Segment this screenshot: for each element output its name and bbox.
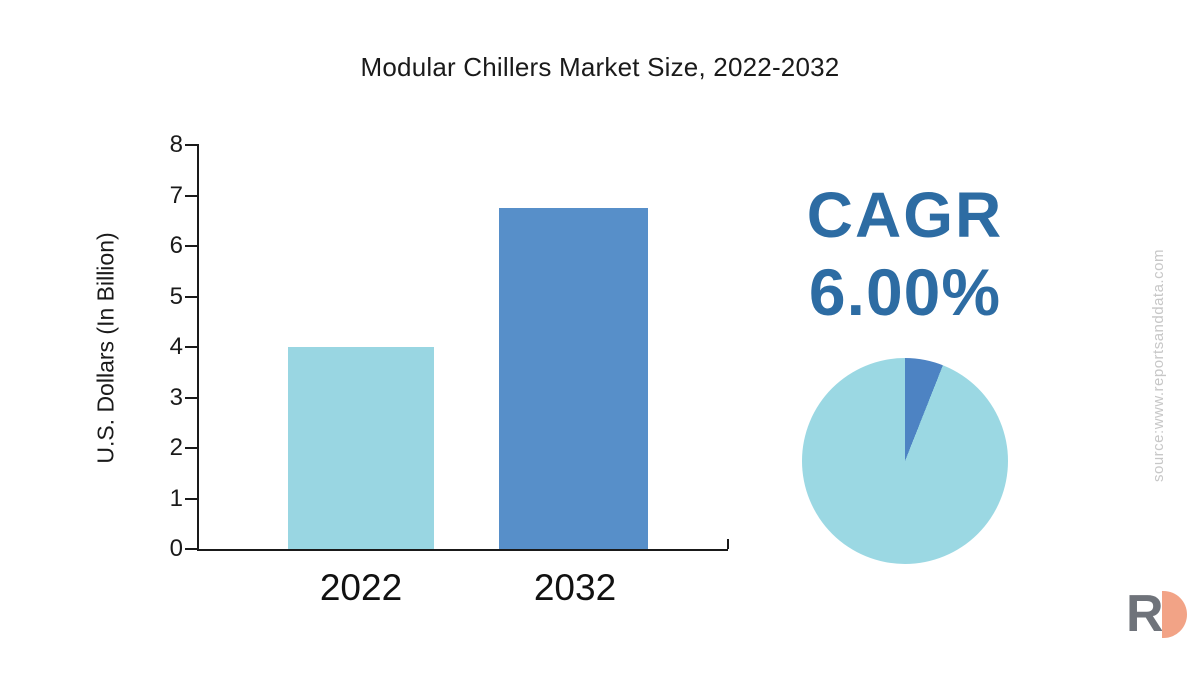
- y-axis-tick-label: 3: [169, 383, 183, 411]
- cagr-block: CAGR 6.00%: [807, 178, 1003, 331]
- y-axis-tick: [185, 497, 199, 500]
- cagr-pie-chart: [802, 358, 1008, 564]
- y-axis-tick-label: 5: [169, 282, 183, 310]
- y-axis-tick-label: 0: [169, 535, 183, 562]
- y-axis-tick: [185, 295, 199, 298]
- x-axis-label-2032: 2032: [533, 567, 617, 608]
- chart-title: Modular Chillers Market Size, 2022-2032: [360, 52, 840, 82]
- bar-2032: [499, 207, 648, 549]
- y-axis-tick: [185, 396, 199, 399]
- x-axis-label-2022: 2022: [319, 567, 403, 608]
- y-axis-tick: [185, 245, 199, 247]
- y-axis-tick-label: 2: [169, 434, 183, 461]
- y-axis-tick-label: 1: [169, 484, 183, 512]
- y-axis-tick: [185, 194, 199, 197]
- cagr-label: CAGR: [806, 179, 1004, 251]
- plot-area: 0 1 2 3 4 5 6 7 8 2022 2032: [170, 131, 729, 608]
- x-axis-end-tick: [727, 539, 729, 549]
- y-axis-tick: [185, 346, 199, 348]
- y-axis-tick: [185, 548, 199, 550]
- y-axis-tick-label: 4: [169, 333, 183, 360]
- y-axis-label: U.S. Dollars (In Billion): [92, 232, 119, 464]
- y-axis-tick-label: 6: [169, 232, 183, 259]
- logo-d-shape: [1161, 590, 1187, 638]
- y-axis-tick-label: 7: [169, 181, 183, 209]
- y-axis-tick-label: 8: [169, 131, 183, 158]
- y-axis-tick: [185, 447, 199, 449]
- bar-2022: [288, 347, 434, 549]
- cagr-value: 6.00%: [808, 254, 1002, 329]
- reportsanddata-logo: R: [1126, 588, 1187, 640]
- logo-letter-r: R: [1126, 585, 1164, 643]
- y-axis-tick: [185, 144, 199, 146]
- source-note: source:www.reportsanddata.com: [1150, 249, 1167, 483]
